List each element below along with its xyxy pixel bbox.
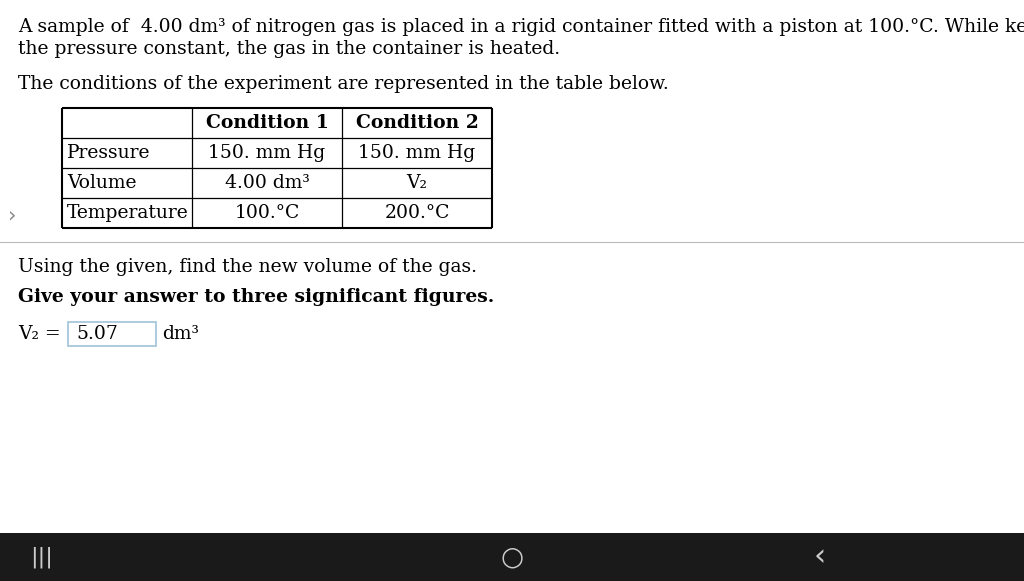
Text: the pressure constant, the gas in the container is heated.: the pressure constant, the gas in the co… bbox=[18, 40, 560, 58]
Text: V₂: V₂ bbox=[407, 174, 427, 192]
Text: Temperature: Temperature bbox=[67, 204, 188, 222]
Text: V₂ =: V₂ = bbox=[18, 325, 67, 343]
Text: ‹: ‹ bbox=[814, 543, 826, 572]
Text: Volume: Volume bbox=[67, 174, 136, 192]
Text: Using the given, find the new volume of the gas.: Using the given, find the new volume of … bbox=[18, 258, 477, 276]
Bar bbox=[0, 533, 1024, 581]
Text: dm³: dm³ bbox=[162, 325, 199, 343]
Text: 150. mm Hg: 150. mm Hg bbox=[209, 144, 326, 162]
Text: 200.°C: 200.°C bbox=[384, 204, 450, 222]
Text: ○: ○ bbox=[501, 544, 523, 570]
Text: The conditions of the experiment are represented in the table below.: The conditions of the experiment are rep… bbox=[18, 75, 669, 93]
FancyBboxPatch shape bbox=[68, 322, 156, 346]
Text: 4.00 dm³: 4.00 dm³ bbox=[224, 174, 309, 192]
Text: ›: › bbox=[8, 205, 16, 225]
Text: 5.07: 5.07 bbox=[76, 325, 118, 343]
Text: Pressure: Pressure bbox=[67, 144, 151, 162]
Text: Give your answer to three significant figures.: Give your answer to three significant fi… bbox=[18, 288, 495, 306]
Text: |||: ||| bbox=[31, 546, 53, 568]
Text: 100.°C: 100.°C bbox=[234, 204, 300, 222]
Text: A sample of  4.00 dm³ of nitrogen gas is placed in a rigid container fitted with: A sample of 4.00 dm³ of nitrogen gas is … bbox=[18, 18, 1024, 36]
Text: Condition 2: Condition 2 bbox=[355, 114, 478, 132]
Text: Condition 1: Condition 1 bbox=[206, 114, 329, 132]
Text: 150. mm Hg: 150. mm Hg bbox=[358, 144, 475, 162]
